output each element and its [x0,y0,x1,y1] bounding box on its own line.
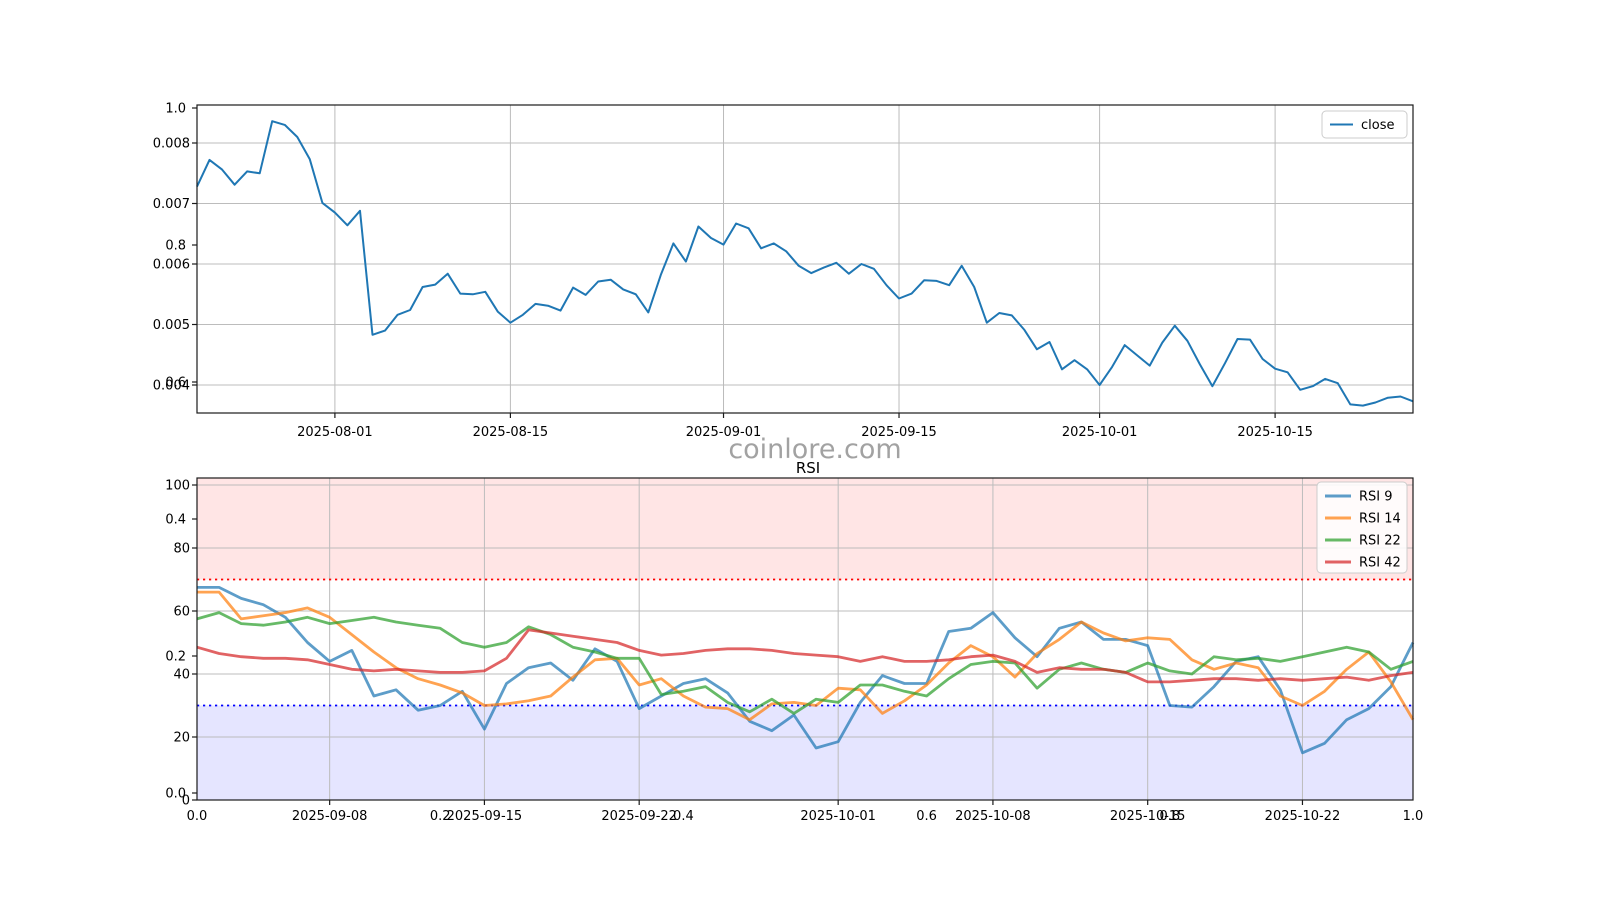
rsi-xtick-label: 2025-10-01 [800,809,876,824]
rsi-xtick-label: 2025-10-22 [1265,809,1341,824]
rsi-xtick-label: 2025-09-08 [292,809,368,824]
price-ytick-label: 0.007 [153,197,190,212]
price-legend-box [1321,110,1408,139]
overlay-ytick-label: 0.4 [165,513,186,528]
rsi-line-rsi-22 [196,611,1414,715]
rsi-ytick-label: 100 [165,479,190,494]
price-legend: close [1321,110,1408,139]
rsi-ytick-label: 40 [173,668,190,683]
rsi-xtick-label: 2025-10-15 [1110,809,1186,824]
rsi-line-rsi-9 [197,586,1415,755]
overlay-ytick-label: 0.8 [165,239,186,254]
rsi-legend: RSI 9 RSI 14 RSI 22 RSI 42 [1316,481,1408,574]
overlay-axis-labels: 1.0 0.8 0.6 0.4 0.2 0.00.0 0.2 0.4 0.6 0.8 1.0 [165,102,1423,825]
rsi-line-rsi-42 [196,628,1414,684]
price-ytick-label: 0.005 [153,318,190,333]
rsi-axes-frame [196,477,1414,801]
rsi-title: RSI [796,459,820,477]
overlay-ytick-label: 0.6 [165,376,186,391]
oversold-band [197,705,1413,800]
rsi-xtick-label: 2025-10-08 [955,809,1031,824]
overlay-xtick-label: 0.4 [673,809,694,824]
rsi-ytick-label: 60 [173,605,190,620]
close-line [196,120,1414,407]
rsi-ytick-label: 0 [182,794,190,809]
price-xtick-label: 2025-09-15 [861,425,937,440]
watermark: coinlore.com [728,434,901,465]
rsi-legend-label: RSI 14 [1359,512,1401,527]
overlay-xtick-label: 0.8 [1159,809,1180,824]
price-xtick-label: 2025-09-01 [686,425,762,440]
overlay-ytick-label: 1.0 [165,102,186,117]
price-xtick-label: 2025-08-01 [297,425,373,440]
overlay-xtick-label: 0.6 [916,809,937,824]
price-xtick-label: 2025-08-15 [473,425,549,440]
overlay-xtick-label: 1.0 [1403,809,1424,824]
price-axes-frame [196,104,1414,414]
overbought-band [197,478,1413,580]
overlay-ytick-label: 0.2 [165,650,186,665]
rsi-ytick-label: 20 [173,731,190,746]
price-chart: 0.008 0.007 0.006 0.005 0.004 2025-08-01 2025-… [153,104,1414,440]
rsi-legend-label: RSI 42 [1359,556,1401,571]
price-ytick-label: 0.008 [153,137,190,152]
rsi-legend-box [1316,481,1408,574]
rsi-ytick-label: 80 [173,542,190,557]
rsi-xtick-label: 2025-09-22 [601,809,677,824]
rsi-xtick-label: 2025-09-15 [447,809,523,824]
price-xtick-label: 2025-10-01 [1062,425,1138,440]
price-ytick-label: 0.004 [153,379,190,394]
rsi-legend-label: RSI 9 [1359,490,1393,505]
price-xtick-label: 2025-10-15 [1237,425,1313,440]
price-ytick-label: 0.006 [153,258,190,273]
overlay-xtick-label: 0.2 [430,809,451,824]
price-legend-label: close [1361,118,1394,133]
rsi-legend-label: RSI 22 [1359,534,1401,549]
rsi-chart: 100 80 60 40 20 0 2025-09-08 2025-09-15 2025-09-… [165,477,1415,824]
overlay-ytick-label: 0.0 [165,787,186,802]
overlay-xtick-label: 0.0 [187,809,208,824]
